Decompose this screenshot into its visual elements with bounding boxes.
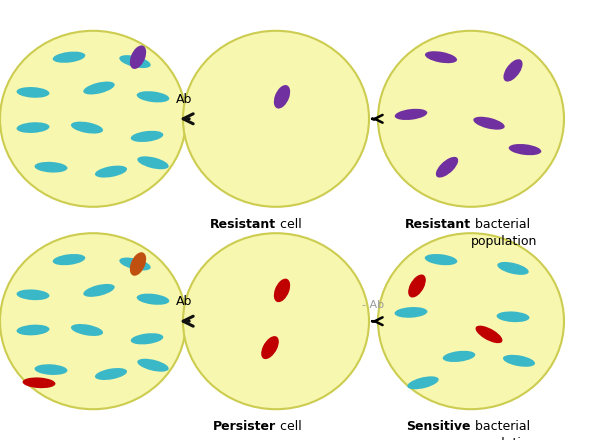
Ellipse shape [378,233,564,409]
Ellipse shape [137,156,169,169]
Ellipse shape [476,326,502,343]
Ellipse shape [497,312,529,322]
Ellipse shape [436,157,458,178]
Ellipse shape [407,376,439,389]
Ellipse shape [473,117,505,130]
Text: Resistant: Resistant [405,218,471,231]
Ellipse shape [71,121,103,134]
Text: Ab: Ab [176,92,193,106]
Ellipse shape [425,51,457,63]
Text: Persister: Persister [213,420,276,433]
Ellipse shape [83,284,115,297]
Ellipse shape [395,307,427,318]
Ellipse shape [0,31,186,207]
Ellipse shape [95,165,127,178]
Ellipse shape [274,85,290,109]
Ellipse shape [183,31,369,207]
Ellipse shape [130,45,146,69]
Ellipse shape [53,254,85,265]
Text: Sensitive: Sensitive [407,420,471,433]
Ellipse shape [408,275,426,297]
Ellipse shape [137,91,169,103]
Ellipse shape [83,81,115,95]
Ellipse shape [509,144,541,155]
Ellipse shape [130,252,146,276]
Ellipse shape [137,359,169,372]
Ellipse shape [53,51,85,63]
Text: Ab: Ab [176,295,193,308]
Ellipse shape [131,333,163,345]
Ellipse shape [443,351,475,362]
Ellipse shape [131,131,163,142]
Ellipse shape [119,55,151,68]
Ellipse shape [35,162,67,172]
Text: cell: cell [276,420,302,433]
Ellipse shape [137,293,169,305]
Ellipse shape [261,336,279,359]
Ellipse shape [95,368,127,380]
Ellipse shape [119,257,151,271]
Ellipse shape [503,59,523,81]
Ellipse shape [425,254,457,265]
Ellipse shape [395,109,427,120]
Ellipse shape [71,324,103,336]
Ellipse shape [35,364,67,375]
Ellipse shape [17,87,49,98]
Ellipse shape [378,31,564,207]
Text: cell: cell [276,218,302,231]
Ellipse shape [497,262,529,275]
Text: bacterial
population: bacterial population [471,218,538,248]
Ellipse shape [17,325,49,335]
Text: Resistant: Resistant [210,218,276,231]
Text: - Ab: - Ab [362,300,385,310]
Ellipse shape [0,233,186,409]
Ellipse shape [183,233,369,409]
Ellipse shape [17,122,49,133]
Ellipse shape [23,378,55,388]
Ellipse shape [274,279,290,302]
Ellipse shape [503,355,535,367]
Text: bacterial
population: bacterial population [471,420,538,440]
Ellipse shape [17,290,49,300]
